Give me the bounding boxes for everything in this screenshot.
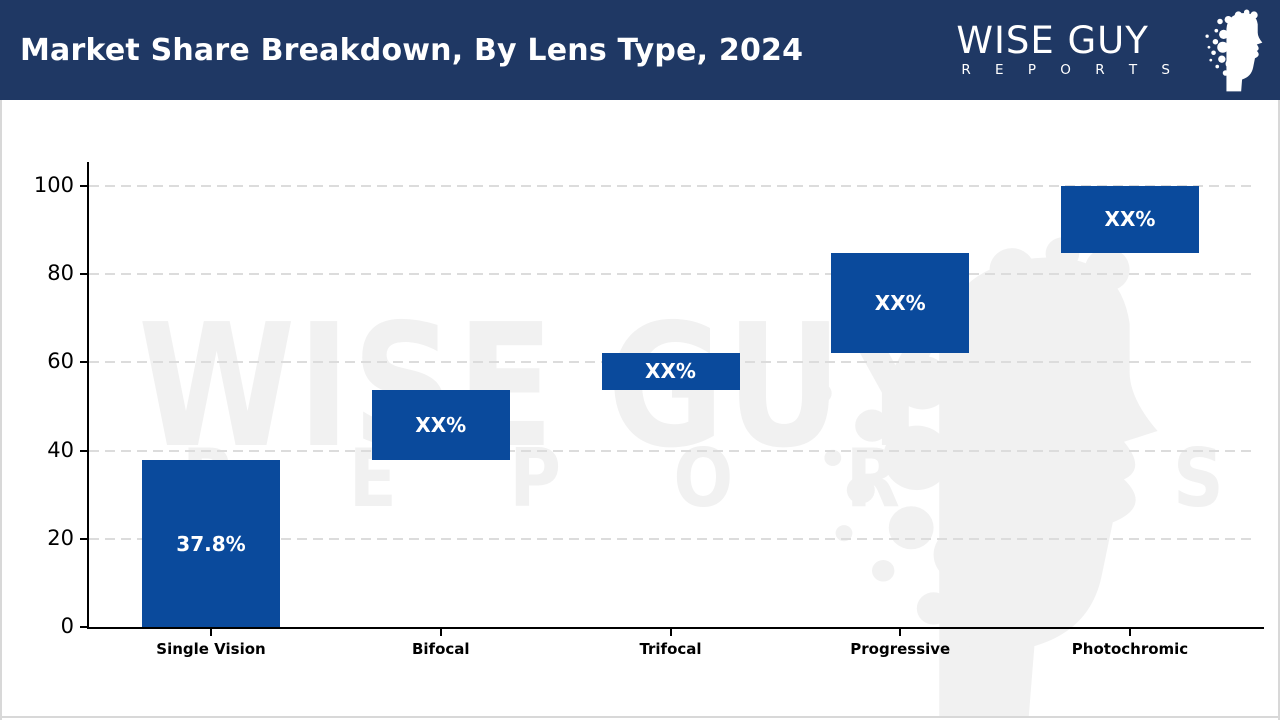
y-axis-line bbox=[87, 162, 89, 629]
x-category-label: Trifocal bbox=[639, 640, 702, 658]
y-tick-label-0: 0 bbox=[60, 614, 74, 638]
gridline-100 bbox=[89, 185, 1256, 187]
y-tick-mark-20 bbox=[80, 537, 88, 540]
y-tick-mark-0 bbox=[80, 626, 88, 628]
x-tick-mark-4 bbox=[1129, 629, 1131, 636]
y-tick-label-20: 20 bbox=[47, 525, 74, 550]
y-tick-mark-40 bbox=[80, 449, 88, 452]
x-axis-line bbox=[87, 627, 1264, 629]
bar-value-label: XX% bbox=[1104, 207, 1156, 232]
gridline-20 bbox=[89, 537, 1256, 540]
y-tick-label-100: 100 bbox=[33, 173, 74, 197]
bar-value-label: XX% bbox=[415, 413, 467, 437]
bar-trifocal: XX% bbox=[601, 352, 740, 390]
logo-text: WISE GUY R E P O R T S bbox=[956, 22, 1180, 78]
x-tick-mark-1 bbox=[439, 629, 442, 636]
bar-bifocal: XX% bbox=[371, 389, 510, 461]
y-tick-label-80: 80 bbox=[47, 261, 74, 286]
watermark-text-line1: WISE GUY bbox=[138, 288, 949, 486]
x-tick-mark-0 bbox=[210, 629, 212, 636]
frame-border-left bbox=[0, 100, 2, 720]
logo-head-icon bbox=[1205, 9, 1263, 92]
bar-single-vision: 37.8% bbox=[142, 460, 280, 627]
gridline-40 bbox=[89, 449, 1256, 452]
frame-border-bottom bbox=[0, 716, 1280, 718]
bar-value-label: XX% bbox=[645, 359, 696, 384]
page-title: Market Share Breakdown, By Lens Type, 20… bbox=[20, 32, 804, 68]
y-tick-mark-80 bbox=[80, 273, 88, 276]
x-tick-mark-2 bbox=[669, 629, 672, 636]
x-category-label: Single Vision bbox=[156, 640, 266, 658]
bar-photochromic: XX% bbox=[1061, 186, 1199, 253]
y-tick-mark-60 bbox=[80, 361, 88, 364]
logo-reports-label: R E P O R T S bbox=[961, 62, 1180, 78]
x-category-label: Bifocal bbox=[411, 640, 470, 658]
frame-border-right bbox=[1278, 100, 1280, 720]
y-tick-label-60: 60 bbox=[47, 349, 74, 374]
x-category-label: Progressive bbox=[850, 640, 951, 658]
y-tick-mark-100 bbox=[80, 185, 88, 187]
logo-wiseguy-label: WISE GUY bbox=[956, 19, 1149, 62]
logo: WISE GUY R E P O R T S bbox=[956, 8, 1280, 92]
header: Market Share Breakdown, By Lens Type, 20… bbox=[0, 0, 1280, 100]
bar-value-label: XX% bbox=[874, 290, 926, 315]
x-tick-mark-3 bbox=[899, 629, 902, 636]
y-tick-label-40: 40 bbox=[47, 437, 74, 462]
gridline-80 bbox=[89, 273, 1256, 276]
bar-value-label: 37.8% bbox=[176, 531, 246, 556]
bar-progressive: XX% bbox=[831, 252, 970, 353]
x-category-label: Photochromic bbox=[1071, 640, 1189, 658]
